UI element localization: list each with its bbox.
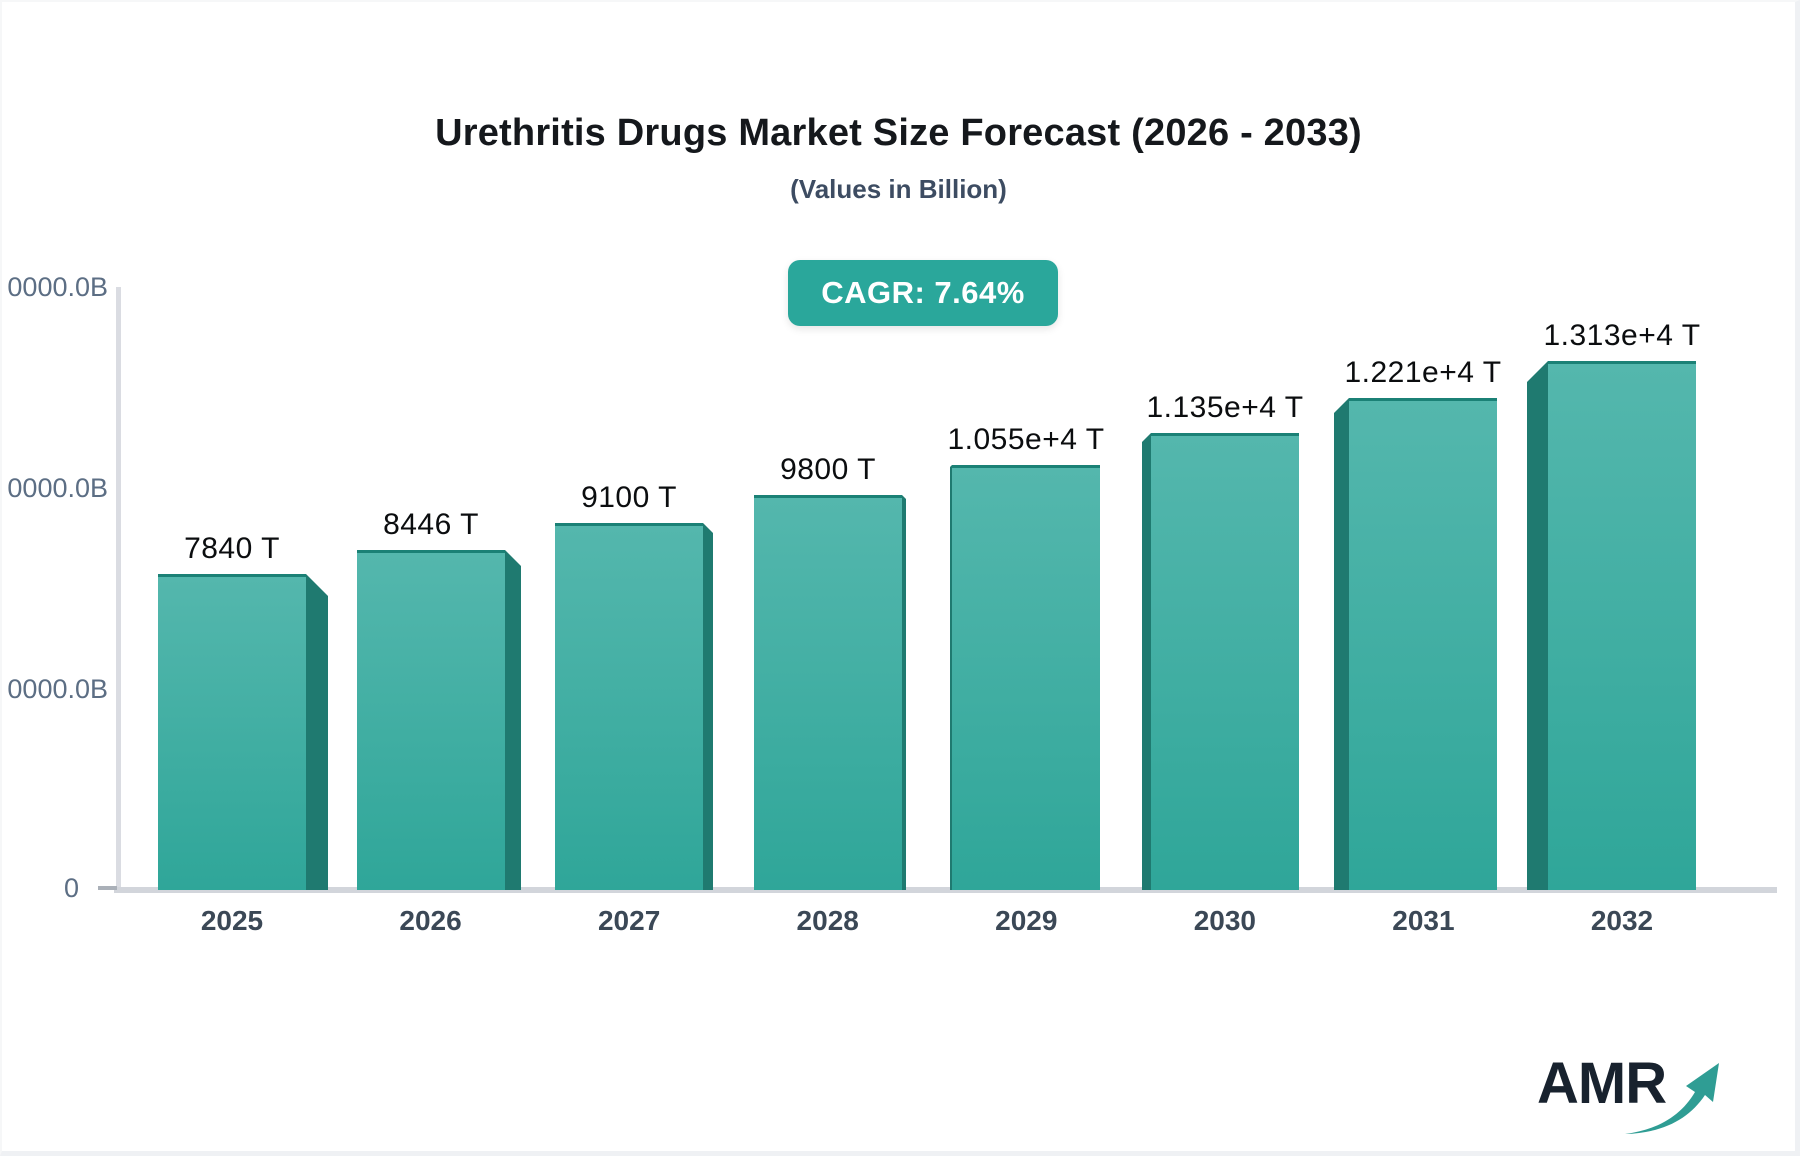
bar-value-label: 7840 T bbox=[184, 532, 280, 565]
bar-value-label: 9800 T bbox=[780, 453, 876, 486]
y-axis-tick-dash bbox=[98, 886, 117, 890]
x-axis-label-2026: 2026 bbox=[399, 905, 462, 936]
bar-side-face bbox=[703, 523, 713, 890]
bar-value-label: 1.221e+4 T bbox=[1344, 356, 1502, 389]
x-axis-label-2028: 2028 bbox=[796, 905, 859, 936]
bar-side-face bbox=[1527, 361, 1548, 890]
x-axis-label-2027: 2027 bbox=[597, 905, 661, 936]
x-axis-label-2032: 2032 bbox=[1590, 905, 1654, 936]
cagr-badge-label: CAGR: 7.64% bbox=[821, 275, 1025, 310]
cagr-badge: CAGR: 7.64% bbox=[788, 260, 1058, 326]
y-axis-tick-label: 0 bbox=[63, 873, 79, 903]
bar-side-face bbox=[1142, 433, 1151, 890]
y-axis-line bbox=[116, 287, 121, 890]
bar-2025 bbox=[158, 574, 306, 890]
bar-2032 bbox=[1548, 361, 1696, 890]
x-axis-label-2029: 2029 bbox=[995, 905, 1058, 936]
y-axis-tick-label: 0000.0B bbox=[7, 272, 108, 302]
bar-value-label: 1.135e+4 T bbox=[1146, 391, 1304, 424]
bar-side-face bbox=[505, 550, 521, 890]
bar-value-label: 1.313e+4 T bbox=[1543, 319, 1701, 352]
amr-logo-text: AMR bbox=[1537, 1051, 1667, 1116]
x-axis-label-2030: 2030 bbox=[1193, 905, 1256, 936]
x-axis-baseline bbox=[114, 887, 1777, 893]
bar-2029 bbox=[952, 465, 1100, 890]
bar-side-face bbox=[1334, 398, 1349, 890]
bar-side-face bbox=[306, 574, 328, 890]
y-axis-tick-label: 0000.0B bbox=[7, 473, 108, 503]
chart-title: Urethritis Drugs Market Size Forecast (2… bbox=[435, 112, 1362, 154]
chart-subtitle: (Values in Billion) bbox=[790, 174, 1007, 204]
bar-value-label: 1.055e+4 T bbox=[947, 423, 1105, 456]
bar-2027 bbox=[555, 523, 703, 890]
bar-2026 bbox=[357, 550, 505, 890]
bar-side-face bbox=[950, 465, 952, 890]
bar-side-face bbox=[902, 495, 906, 890]
x-axis-label-2025: 2025 bbox=[200, 905, 264, 936]
bar-2030 bbox=[1151, 433, 1299, 890]
amr-logo: AMR bbox=[1537, 1042, 1757, 1142]
y-axis-tick-label: 0000.0B bbox=[7, 674, 108, 704]
bar-2028 bbox=[754, 495, 902, 890]
bar-value-label: 8446 T bbox=[383, 508, 479, 541]
growth-arrow-icon bbox=[1625, 1063, 1719, 1134]
bar-2031 bbox=[1349, 398, 1497, 890]
bar-value-label: 9100 T bbox=[581, 481, 677, 514]
x-axis-label-2031: 2031 bbox=[1392, 905, 1455, 936]
